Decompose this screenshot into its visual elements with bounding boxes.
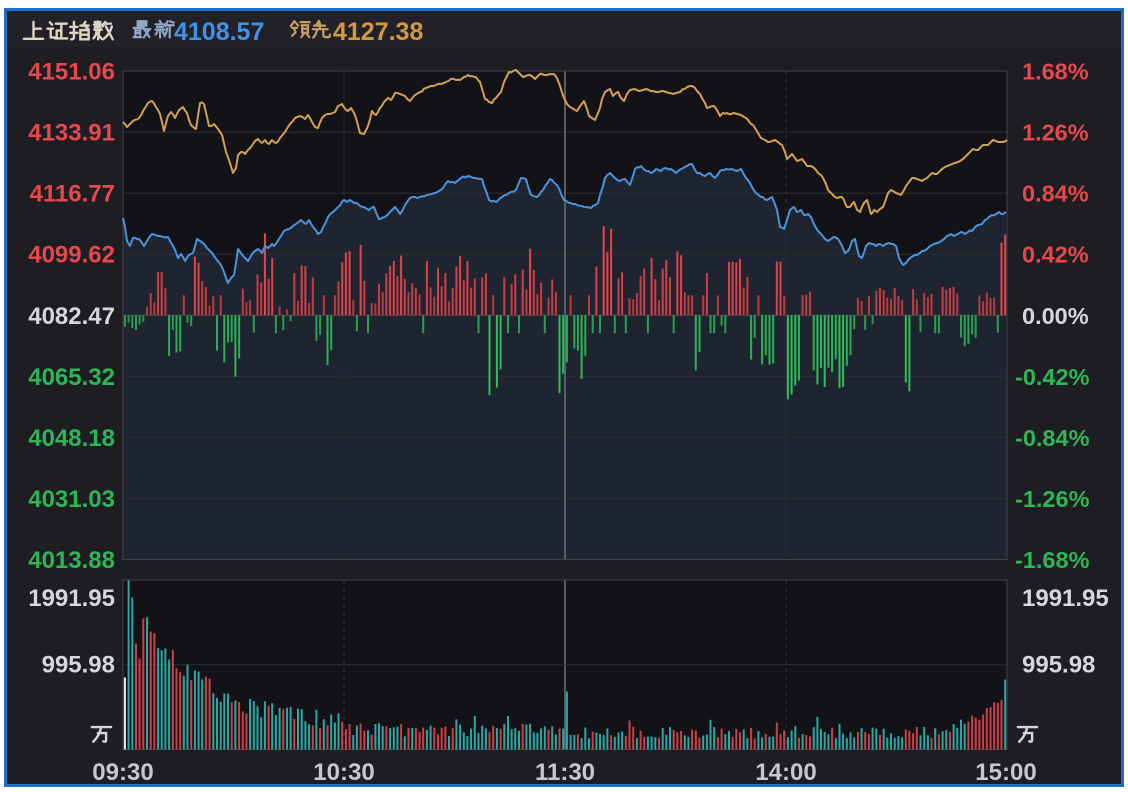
- svg-text:4108.57: 4108.57: [174, 18, 264, 46]
- svg-text:10:30: 10:30: [313, 759, 374, 786]
- svg-text:14:00: 14:00: [755, 759, 816, 786]
- svg-text:4133.91: 4133.91: [28, 120, 115, 147]
- svg-text:4082.47: 4082.47: [28, 303, 115, 330]
- svg-text:-0.42%: -0.42%: [1015, 364, 1090, 390]
- svg-text:4048.18: 4048.18: [28, 425, 115, 452]
- svg-text:4127.38: 4127.38: [333, 18, 423, 46]
- svg-text:0.84%: 0.84%: [1022, 181, 1089, 207]
- svg-text:4116.77: 4116.77: [30, 181, 115, 208]
- svg-text:09:30: 09:30: [92, 759, 153, 786]
- svg-text:0.00%: 0.00%: [1022, 303, 1089, 329]
- svg-text:1.68%: 1.68%: [1022, 59, 1089, 85]
- svg-text:1.26%: 1.26%: [1022, 120, 1089, 146]
- svg-text:4099.62: 4099.62: [28, 242, 115, 269]
- svg-text:995.98: 995.98: [42, 652, 115, 679]
- svg-text:4065.32: 4065.32: [28, 364, 115, 391]
- svg-text:4031.03: 4031.03: [28, 486, 115, 513]
- svg-text:1991.95: 1991.95: [28, 585, 115, 612]
- svg-text:0.42%: 0.42%: [1022, 242, 1089, 268]
- svg-text:11:30: 11:30: [535, 759, 595, 786]
- svg-text:-1.26%: -1.26%: [1015, 486, 1090, 512]
- svg-text:-1.68%: -1.68%: [1015, 547, 1090, 573]
- svg-text:4151.06: 4151.06: [28, 59, 115, 86]
- svg-text:995.98: 995.98: [1022, 652, 1095, 679]
- svg-text:15:00: 15:00: [975, 759, 1036, 786]
- svg-text:4013.88: 4013.88: [28, 547, 115, 574]
- svg-text:-0.84%: -0.84%: [1015, 425, 1090, 451]
- svg-text:1991.95: 1991.95: [1022, 585, 1109, 612]
